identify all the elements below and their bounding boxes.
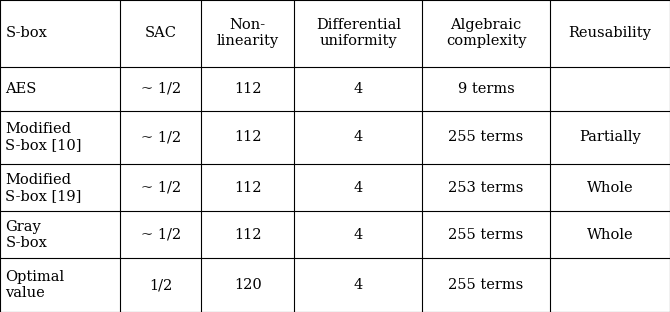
Text: AES: AES	[5, 81, 37, 95]
Text: 112: 112	[234, 130, 261, 144]
Text: 255 terms: 255 terms	[448, 278, 524, 292]
Text: Gray
S-box: Gray S-box	[5, 220, 47, 250]
Text: 112: 112	[234, 181, 261, 195]
Text: 4: 4	[354, 81, 363, 95]
Text: ~ 1/2: ~ 1/2	[141, 181, 181, 195]
Text: 1/2: 1/2	[149, 278, 172, 292]
Text: S-box: S-box	[5, 26, 47, 40]
Text: SAC: SAC	[145, 26, 177, 40]
Text: Whole: Whole	[587, 228, 633, 242]
Text: 4: 4	[354, 130, 363, 144]
Text: 112: 112	[234, 81, 261, 95]
Text: 4: 4	[354, 181, 363, 195]
Text: ~ 1/2: ~ 1/2	[141, 130, 181, 144]
Text: ~ 1/2: ~ 1/2	[141, 228, 181, 242]
Text: 4: 4	[354, 228, 363, 242]
Text: Whole: Whole	[587, 181, 633, 195]
Text: ~ 1/2: ~ 1/2	[141, 81, 181, 95]
Text: Partially: Partially	[579, 130, 641, 144]
Text: Modified
S-box [19]: Modified S-box [19]	[5, 173, 82, 203]
Text: 255 terms: 255 terms	[448, 130, 524, 144]
Text: 4: 4	[354, 278, 363, 292]
Text: Algebraic
complexity: Algebraic complexity	[446, 18, 527, 48]
Text: Modified
S-box [10]: Modified S-box [10]	[5, 122, 82, 153]
Text: 255 terms: 255 terms	[448, 228, 524, 242]
Text: Differential
uniformity: Differential uniformity	[316, 18, 401, 48]
Text: 120: 120	[234, 278, 262, 292]
Text: 112: 112	[234, 228, 261, 242]
Text: Reusability: Reusability	[569, 26, 651, 40]
Text: Optimal
value: Optimal value	[5, 270, 64, 300]
Text: 9 terms: 9 terms	[458, 81, 515, 95]
Text: Non-
linearity: Non- linearity	[217, 18, 279, 48]
Text: 253 terms: 253 terms	[448, 181, 524, 195]
